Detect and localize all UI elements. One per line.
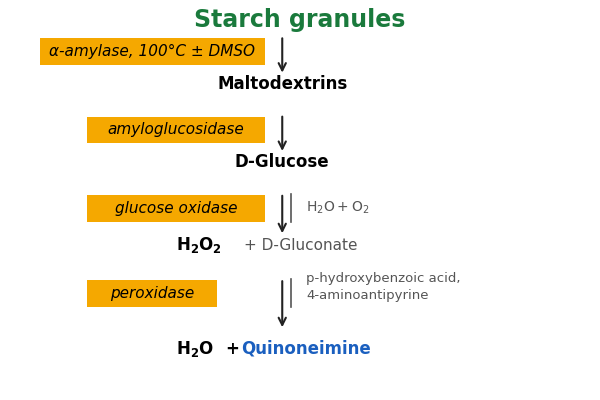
Text: amyloglucosidase: amyloglucosidase	[107, 122, 244, 137]
Text: glucose oxidase: glucose oxidase	[115, 201, 237, 216]
Text: $\mathregular{H_2O + O_2}$: $\mathregular{H_2O + O_2}$	[306, 200, 370, 216]
Text: p-hydroxybenzoic acid,: p-hydroxybenzoic acid,	[306, 272, 460, 285]
Text: peroxidase: peroxidase	[110, 286, 194, 301]
Text: +: +	[226, 340, 245, 358]
Text: Quinoneimine: Quinoneimine	[241, 340, 371, 358]
Text: $\mathbf{H_2O}$: $\mathbf{H_2O}$	[176, 339, 214, 359]
FancyBboxPatch shape	[87, 280, 217, 306]
Text: Starch granules: Starch granules	[194, 8, 406, 32]
Text: + D-Gluconate: + D-Gluconate	[244, 238, 357, 252]
FancyBboxPatch shape	[40, 38, 265, 65]
Text: $\mathbf{H_2O_2}$: $\mathbf{H_2O_2}$	[176, 235, 222, 255]
FancyBboxPatch shape	[87, 116, 265, 143]
Text: α-amylase, 100°C ± DMSO: α-amylase, 100°C ± DMSO	[49, 44, 255, 59]
Text: Maltodextrins: Maltodextrins	[217, 76, 347, 94]
FancyBboxPatch shape	[87, 195, 265, 222]
Text: 4-aminoantipyrine: 4-aminoantipyrine	[306, 289, 428, 302]
Text: D-Glucose: D-Glucose	[235, 153, 329, 171]
